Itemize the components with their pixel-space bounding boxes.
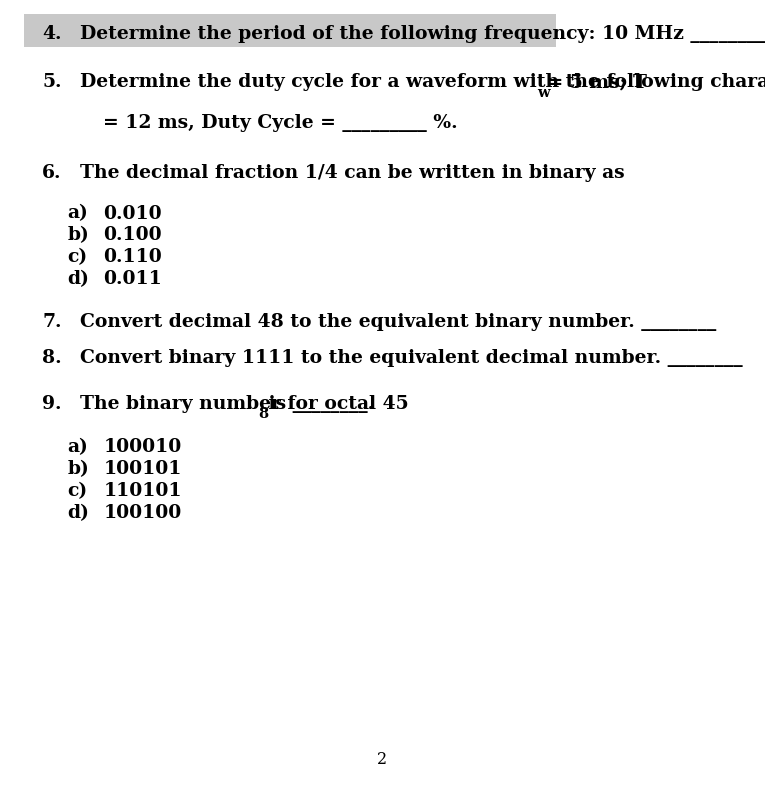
Text: Determine the duty cycle for a waveform with the following characteristics: t: Determine the duty cycle for a waveform …: [80, 74, 765, 91]
Text: The decimal fraction 1/4 can be written in binary as: The decimal fraction 1/4 can be written …: [80, 165, 625, 182]
Text: 5.: 5.: [42, 74, 61, 91]
Text: Determine the period of the following frequency: 10 MHz _________ ns.: Determine the period of the following fr…: [80, 25, 765, 42]
Text: 100100: 100100: [103, 505, 181, 522]
Text: 110101: 110101: [103, 483, 182, 500]
Text: = 12 ms, Duty Cycle = _________ %.: = 12 ms, Duty Cycle = _________ %.: [103, 115, 458, 132]
Text: 8.: 8.: [42, 349, 62, 367]
Text: 0.010: 0.010: [103, 205, 162, 222]
Text: 9.: 9.: [42, 396, 61, 413]
Text: Convert binary 1111 to the equivalent decimal number. ________: Convert binary 1111 to the equivalent de…: [80, 349, 743, 367]
Text: is ________.: is ________.: [262, 396, 374, 413]
Text: 100101: 100101: [103, 461, 181, 478]
Text: a): a): [67, 205, 88, 222]
Text: 0.100: 0.100: [103, 227, 162, 244]
FancyBboxPatch shape: [24, 14, 556, 47]
Text: a): a): [67, 439, 88, 456]
Text: c): c): [67, 483, 87, 500]
Text: b): b): [67, 227, 89, 244]
Text: 0.110: 0.110: [103, 249, 162, 266]
Text: 8: 8: [258, 407, 269, 422]
Text: 6.: 6.: [42, 165, 61, 182]
Text: The binary number for octal 45: The binary number for octal 45: [80, 396, 409, 413]
Text: b): b): [67, 461, 89, 478]
Text: = 5 ms; T: = 5 ms; T: [541, 74, 647, 91]
Text: c): c): [67, 249, 87, 266]
Text: d): d): [67, 271, 90, 288]
Text: 2: 2: [377, 751, 388, 769]
Text: w: w: [537, 86, 549, 100]
Text: 0.011: 0.011: [103, 271, 162, 288]
Text: 7.: 7.: [42, 313, 61, 330]
Text: Convert decimal 48 to the equivalent binary number. ________: Convert decimal 48 to the equivalent bin…: [80, 313, 717, 330]
Text: 4.: 4.: [42, 25, 61, 42]
Text: 100010: 100010: [103, 439, 181, 456]
Text: d): d): [67, 505, 90, 522]
